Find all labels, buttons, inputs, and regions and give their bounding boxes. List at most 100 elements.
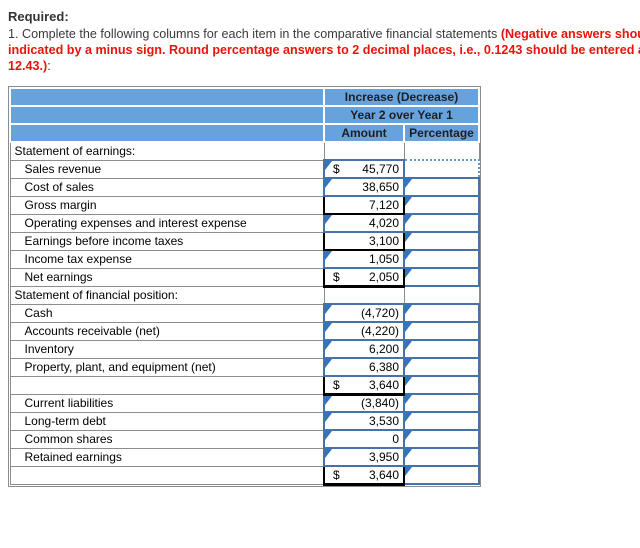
answer-corner-marker-icon [325,251,332,260]
answer-corner-marker-icon [325,215,332,224]
amount-input-cell[interactable]: (4,220) [323,321,405,341]
answer-corner-marker-icon [405,359,412,368]
amount-input-cell[interactable]: 3,530 [323,411,405,431]
cell-content: $3,640 [325,467,403,483]
amount-input-cell[interactable]: 3,950 [323,447,405,467]
percentage-input-cell[interactable] [403,177,480,197]
answer-corner-marker-icon [405,323,412,332]
instruction-suffix: : [47,59,51,73]
cell-value: 7,120 [368,198,399,212]
instruction-emphasis: (Negative answers should be indicated by… [8,27,640,73]
header-amount: Amount [323,123,405,143]
answer-corner-marker-icon [405,413,412,422]
percentage-empty-cell [403,285,480,305]
answer-corner-marker-icon [405,197,412,206]
amount-computed-cell: 7,120 [323,195,405,215]
cell-content [405,377,478,393]
cell-content: 0 [325,431,403,447]
instructions: Required: 1. Complete the following colu… [8,9,640,74]
table-row: Sales revenue $45,770 [9,159,480,179]
amount-input-cell[interactable]: 6,380 [323,357,405,377]
percentage-input-cell[interactable] [403,411,480,431]
percentage-input-cell[interactable] [403,303,480,323]
cell-content [405,467,478,483]
table-row: Operating expenses and interest expense 4… [9,213,480,233]
answer-corner-marker-icon [405,251,412,260]
cell-content [405,179,478,195]
percentage-input-cell[interactable] [403,357,480,377]
currency-symbol: $ [333,467,340,482]
cell-value: 1,050 [368,252,399,266]
amount-input-cell[interactable]: 0 [323,429,405,449]
cell-value: (3,840) [360,396,399,411]
percentage-input-cell[interactable] [403,321,480,341]
section-label: Statement of financial position: [9,285,325,305]
percentage-input-cell[interactable] [403,447,480,467]
table-row: Income tax expense 1,050 [9,249,480,269]
cell-value: 6,200 [368,342,399,356]
percentage-input-cell[interactable] [403,195,480,215]
amount-input-cell[interactable]: 38,650 [323,177,405,197]
amount-input-cell[interactable]: 1,050 [323,249,405,269]
amount-empty-cell [323,141,405,161]
row-label [9,375,325,395]
header-blank-cell [9,123,325,143]
header-increase-decrease: Increase (Decrease) [323,87,480,107]
section-row: Statement of financial position: [9,285,480,305]
table-row: Retained earnings 3,950 [9,447,480,467]
answer-corner-marker-icon [405,449,412,458]
amount-input-cell[interactable]: $45,770 [323,159,405,179]
cell-content [405,305,478,321]
percentage-input-cell[interactable] [403,249,480,269]
amount-input-cell[interactable]: 6,200 [323,339,405,359]
cell-content [405,215,478,231]
percentage-empty-cell [403,141,480,161]
percentage-input-cell[interactable] [403,231,480,251]
table-row: Cash (4,720) [9,303,480,323]
cell-content: (3,840) [325,396,403,412]
table-row: Long-term debt 3,530 [9,411,480,431]
cell-value: (4,220) [360,324,399,338]
cell-value: 2,050 [368,269,399,284]
percentage-input-cell[interactable] [403,429,480,449]
percentage-input-cell[interactable] [403,267,480,287]
currency-symbol: $ [333,377,340,392]
percentage-input-cell[interactable] [403,213,480,233]
row-label: Current liabilities [9,393,325,413]
table-row: Earnings before income taxes 3,100 [9,231,480,251]
row-label: Cost of sales [9,177,325,197]
cell-content [405,341,478,357]
table-row: Current liabilities (3,840) [9,393,480,413]
amount-input-cell[interactable]: 4,020 [323,213,405,233]
cell-content: 6,380 [325,359,403,375]
percentage-input-cell[interactable] [403,339,480,359]
percentage-input-cell[interactable] [403,465,480,485]
percentage-input-cell[interactable] [403,393,480,413]
comparative-financial-statements-table: Increase (Decrease) Year 2 over Year 1 A… [9,87,480,486]
answer-corner-marker-icon [405,305,412,314]
cell-content: $2,050 [325,269,403,285]
amount-computed-cell: $3,640 [323,465,405,486]
amount-input-cell[interactable]: (3,840) [323,393,405,413]
cell-value: 3,530 [368,414,399,428]
cell-content: 3,100 [325,233,403,249]
row-label: Income tax expense [9,249,325,269]
cell-content: 1,050 [325,251,403,267]
cell-value: 3,640 [368,467,399,482]
amount-computed-cell: 3,100 [323,231,405,251]
percentage-input-cell[interactable] [403,375,480,395]
instruction-intro: 1. Complete the following columns for ea… [8,27,501,41]
answer-corner-marker-icon [405,467,412,476]
answer-corner-marker-icon [405,179,412,188]
cell-content [405,161,478,177]
table-row: Gross margin 7,120 [9,195,480,215]
answer-corner-marker-icon [405,269,412,278]
percentage-input-cell-focused[interactable] [403,159,480,179]
cell-value: 4,020 [368,216,399,230]
table-row: Common shares 0 [9,429,480,449]
table-row: Accounts receivable (net) (4,220) [9,321,480,341]
amount-input-cell[interactable]: (4,720) [323,303,405,323]
table-row: Property, plant, and equipment (net) 6,38… [9,357,480,377]
answer-corner-marker-icon [325,359,332,368]
cell-value: 3,100 [368,234,399,248]
